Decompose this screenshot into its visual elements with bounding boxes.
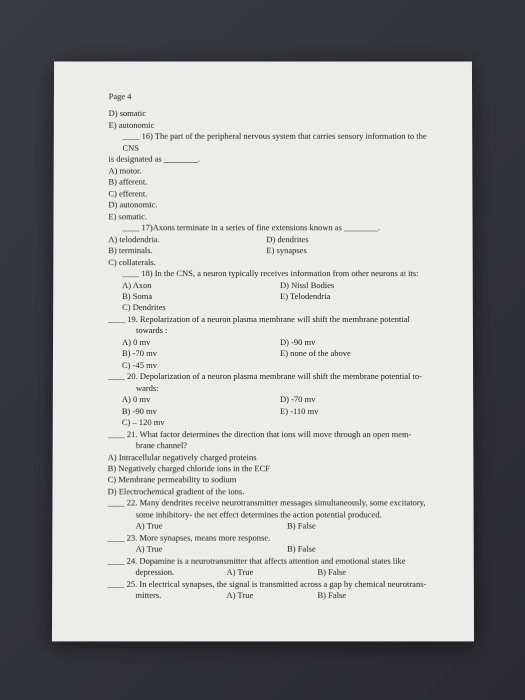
q18-option-c: C) Dendrites [122, 302, 438, 313]
q20-text2: wards: [135, 383, 437, 394]
q17-option-a: A) telodendria. [108, 234, 266, 245]
q23-option-a: A) True [135, 544, 287, 556]
q25-text2: mitters. [135, 590, 226, 602]
q17-text: 17)Axons terminate in a series of fine e… [122, 222, 437, 233]
q25-option-b: B) False [317, 590, 408, 602]
q18-option-d: D) Nissl Bodies [279, 280, 437, 291]
q19-text2: towards : [136, 325, 438, 336]
q17-option-c: C) collaterals. [108, 257, 438, 268]
quiz-page: Page 4 D) somatic E) autonomic 16) The p… [51, 62, 473, 642]
q16-option-e: E) somatic. [108, 211, 437, 222]
q17-option-e: E) synapses [266, 245, 424, 256]
q19-text: 19. Repolarization of a neuron plasma me… [108, 314, 438, 325]
q15-option-e: E) autonomic [108, 120, 437, 131]
q22-option-b: B) False [287, 521, 438, 533]
q22-text2: some inhibitory- the net effect determin… [135, 509, 438, 521]
q16-option-c: C) efferent. [108, 188, 437, 199]
q24-text: 24. Dopamine is a neurotransmitter that … [107, 555, 438, 567]
q18-option-a: A) Axon [122, 280, 280, 291]
q25-text: 25. In electrical synapses, the signal i… [107, 579, 438, 591]
q16-text2: is designated as ________. [108, 154, 437, 165]
q17-option-d: D) dendrites [266, 234, 424, 245]
q15-option-d: D) somatic [108, 109, 437, 120]
q19-option-a: A) 0 mv [122, 337, 280, 348]
q17-option-b: B) terminals. [108, 245, 266, 256]
q20-option-b: B) -90 mv [121, 406, 279, 417]
q23-option-b: B) False [287, 544, 439, 556]
q18-option-e: E) Telodendria [279, 291, 437, 302]
q20-option-e: E) -110 mv [280, 406, 438, 417]
q19-option-c: C) -45 mv [121, 360, 437, 371]
q18-option-b: B) Soma [122, 291, 280, 302]
q24-text2: depression. [135, 567, 226, 579]
q21-option-c: C) Membrane permeability to sodium [107, 475, 438, 487]
q16-option-d: D) autonomic. [108, 200, 437, 211]
q24-option-b: B) False [317, 567, 408, 579]
q21-text: 21. What factor determines the direction… [107, 429, 438, 441]
q21-option-b: B) Negatively charged chloride ions in t… [107, 463, 438, 475]
q19-option-d: D) -90 mv [279, 337, 437, 348]
q20-text: 20. Depolarization of a neuron plasma me… [107, 371, 437, 382]
q20-option-d: D) -70 mv [280, 394, 438, 405]
q20-option-c: C) – 120 mv [121, 417, 437, 428]
q25-option-a: A) True [226, 590, 317, 602]
q22-text: 22. Many dendrites receive neurotransmit… [107, 498, 438, 510]
q23-text: 23. More synapses, means more response. [107, 532, 438, 544]
q21-text2: brane channel? [135, 440, 438, 452]
q20-option-a: A) 0 mv [121, 394, 279, 405]
q24-option-a: A) True [226, 567, 317, 579]
q21-option-d: D) Electrochemical gradient of the ions. [107, 486, 438, 498]
q19-option-b: B) -70 mv [121, 348, 279, 359]
q18-text: 18) In the CNS, a neuron typically recei… [122, 268, 438, 279]
q21-option-a: A) Intracellular negatively charged prot… [107, 452, 438, 464]
q16-option-b: B) afferent. [108, 177, 437, 188]
q16-option-a: A) motor. [108, 165, 437, 176]
q19-option-e: E) none of the above [279, 348, 437, 359]
q16-text: 16) The part of the peripheral nervous s… [122, 131, 437, 154]
q22-option-a: A) True [135, 521, 286, 533]
page-number: Page 4 [108, 91, 437, 102]
